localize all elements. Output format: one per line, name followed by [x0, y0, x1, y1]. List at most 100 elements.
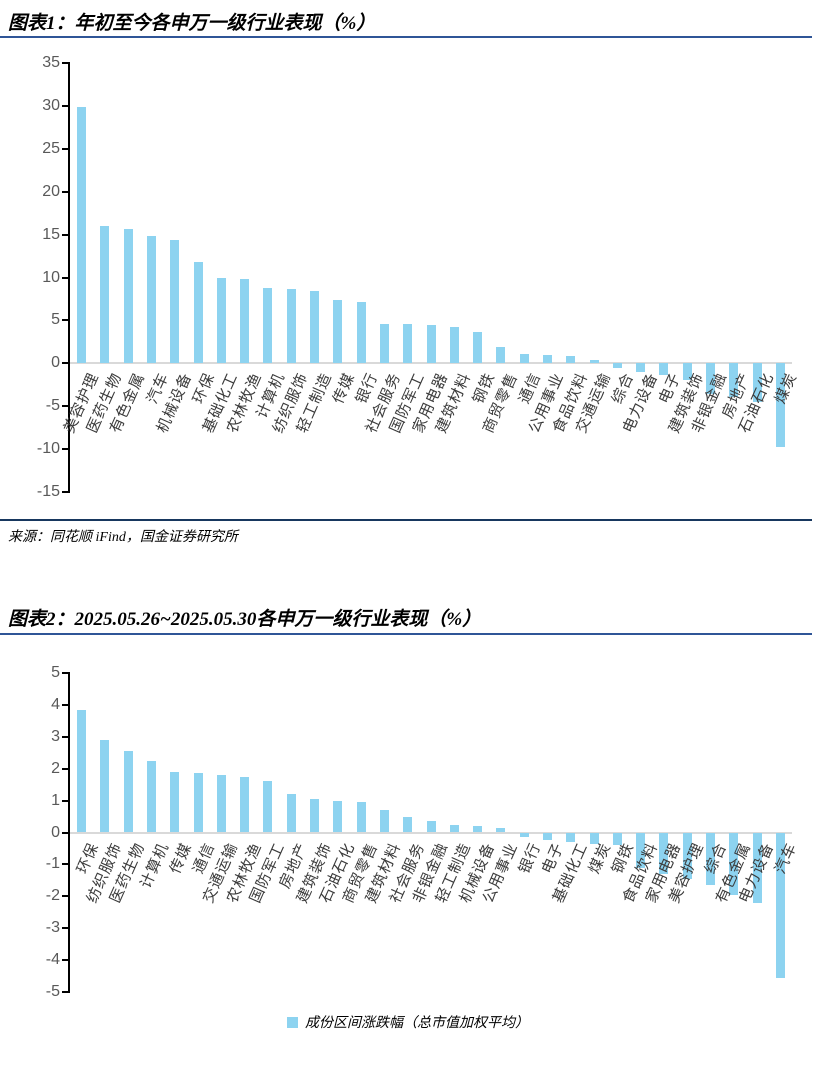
y-axis-tick	[62, 703, 70, 706]
y-axis-tick	[62, 927, 70, 930]
y-axis-tick	[62, 62, 70, 64]
y-axis-label: 15	[42, 225, 60, 243]
y-axis-label: -4	[45, 951, 60, 969]
bar-传媒	[333, 299, 343, 364]
bar-建筑装饰	[310, 799, 320, 833]
y-axis-label: 3	[51, 727, 60, 745]
y-axis-tick	[62, 233, 70, 236]
y-axis-label: -5	[45, 983, 60, 1000]
bar-纺织服饰	[286, 288, 296, 364]
y-axis-label: 20	[42, 182, 60, 200]
bar-轻工制造	[310, 291, 320, 364]
y-axis-tick	[62, 104, 70, 107]
bar-汽车	[147, 236, 157, 364]
zero-line	[70, 362, 792, 365]
bar-交通运输	[589, 359, 599, 364]
bar-煤炭	[589, 832, 599, 844]
bar-房地产	[286, 794, 296, 833]
y-axis-label: -10	[36, 440, 60, 458]
y-axis-tick	[62, 319, 70, 322]
bar-医药生物	[123, 751, 133, 833]
bar-美容护理	[682, 832, 692, 879]
y-axis-label: 2	[51, 759, 60, 777]
figure-1-source: 来源：同花顺 iFind，国金证券研究所	[8, 530, 238, 545]
bar-环保	[77, 709, 87, 833]
bar-基础化工	[566, 832, 576, 843]
y-axis-label: -5	[45, 397, 60, 415]
bar-通信	[519, 353, 529, 364]
legend-swatch	[287, 1016, 298, 1028]
y-axis-tick	[62, 147, 70, 150]
y-axis-label: -15	[36, 483, 60, 500]
bar-传媒	[170, 771, 180, 833]
y-axis-label: 5	[51, 664, 60, 681]
bar-家用电器	[426, 324, 436, 364]
y-axis-label: 1	[51, 791, 60, 809]
bar-国防军工	[403, 323, 413, 364]
bar-通信	[193, 773, 203, 833]
bar-国防军工	[263, 781, 273, 833]
y-axis-tick	[62, 991, 70, 993]
bar-机械设备	[170, 239, 180, 364]
y-axis-label: 25	[42, 139, 60, 157]
zero-line	[70, 831, 792, 834]
y-axis-label: 35	[42, 54, 60, 71]
bar-公用事业	[496, 827, 506, 833]
figure-1-plot-area: 35 30 25 20 15 10 5 0 -5 -10 -15 美容护理 医药生物 有色金属 汽车 机械设备…	[37, 54, 801, 500]
bar-商贸零售	[496, 346, 506, 364]
figure-1-title-rule	[0, 36, 812, 38]
y-axis-tick	[62, 362, 70, 365]
legend-label: 成份区间涨跌幅（总市值加权平均）	[305, 1016, 529, 1031]
y-axis-tick	[62, 405, 70, 408]
y-axis-label: 10	[42, 268, 60, 286]
y-axis-tick	[62, 735, 70, 738]
bar-钢铁	[473, 331, 483, 364]
bar-石油石化	[333, 800, 343, 833]
bar-农林牧渔	[240, 776, 250, 833]
bar-建筑材料	[379, 810, 389, 833]
bar-汽车	[775, 832, 785, 978]
figure-2-plot-area: 5 4 3 2 1 0 -1 -2 -3 -4 -5 环保 纺织服饰 医药生物 计算机 传媒 通信 交通运输 农林牧…	[46, 664, 801, 1000]
bar-交通运输	[216, 775, 226, 833]
figure-1-bottom-rule	[0, 519, 812, 521]
bar-计算机	[263, 287, 273, 364]
bar-食品饮料	[566, 356, 576, 364]
y-axis-tick	[62, 895, 70, 898]
bar-机械设备	[473, 826, 483, 833]
y-axis-tick	[62, 448, 70, 451]
bar-综合	[612, 363, 622, 368]
bar-电子	[542, 832, 552, 841]
bar-有色金属	[123, 228, 133, 364]
bar-轻工制造	[449, 824, 459, 833]
bar-房地产	[729, 363, 739, 397]
bar-综合	[705, 832, 715, 886]
y-axis-label: 0	[51, 354, 60, 372]
figure-2-chart: 5 4 3 2 1 0 -1 -2 -3 -4 -5 环保 纺织服饰 医药生物 计算机 传媒 通信 交通运输 农林牧…	[0, 664, 816, 1003]
y-axis-label: 4	[51, 695, 60, 713]
figure-2-legend: 成份区间涨跌幅（总市值加权平均）	[0, 1012, 816, 1032]
bar-钢铁	[612, 832, 622, 846]
y-axis-tick	[62, 767, 70, 770]
bar-煤炭	[775, 363, 785, 447]
y-axis-label: 30	[42, 96, 60, 114]
bar-公用事业	[542, 354, 552, 364]
y-axis-label: 0	[51, 823, 60, 841]
bar-农林牧渔	[240, 279, 250, 364]
bar-医药生物	[100, 226, 110, 364]
bar-计算机	[147, 760, 157, 833]
bar-建筑材料	[449, 327, 459, 364]
bar-美容护理	[77, 106, 87, 364]
bar-电子	[659, 363, 669, 376]
bar-银行	[519, 832, 529, 838]
y-axis-label: -2	[45, 887, 60, 905]
bar-商贸零售	[356, 802, 366, 833]
y-axis-tick	[62, 863, 70, 866]
figure-2-title: 图表2：2025.05.26~2025.05.30各申万一级行业表现（%）	[8, 609, 482, 630]
bar-建筑装饰	[682, 363, 692, 381]
bar-石油石化	[752, 363, 762, 402]
bar-非银金融	[705, 363, 715, 395]
y-axis-tick	[62, 959, 70, 962]
bar-食品饮料	[636, 832, 646, 868]
bar-基础化工	[216, 277, 226, 364]
bar-电力设备	[636, 363, 646, 372]
